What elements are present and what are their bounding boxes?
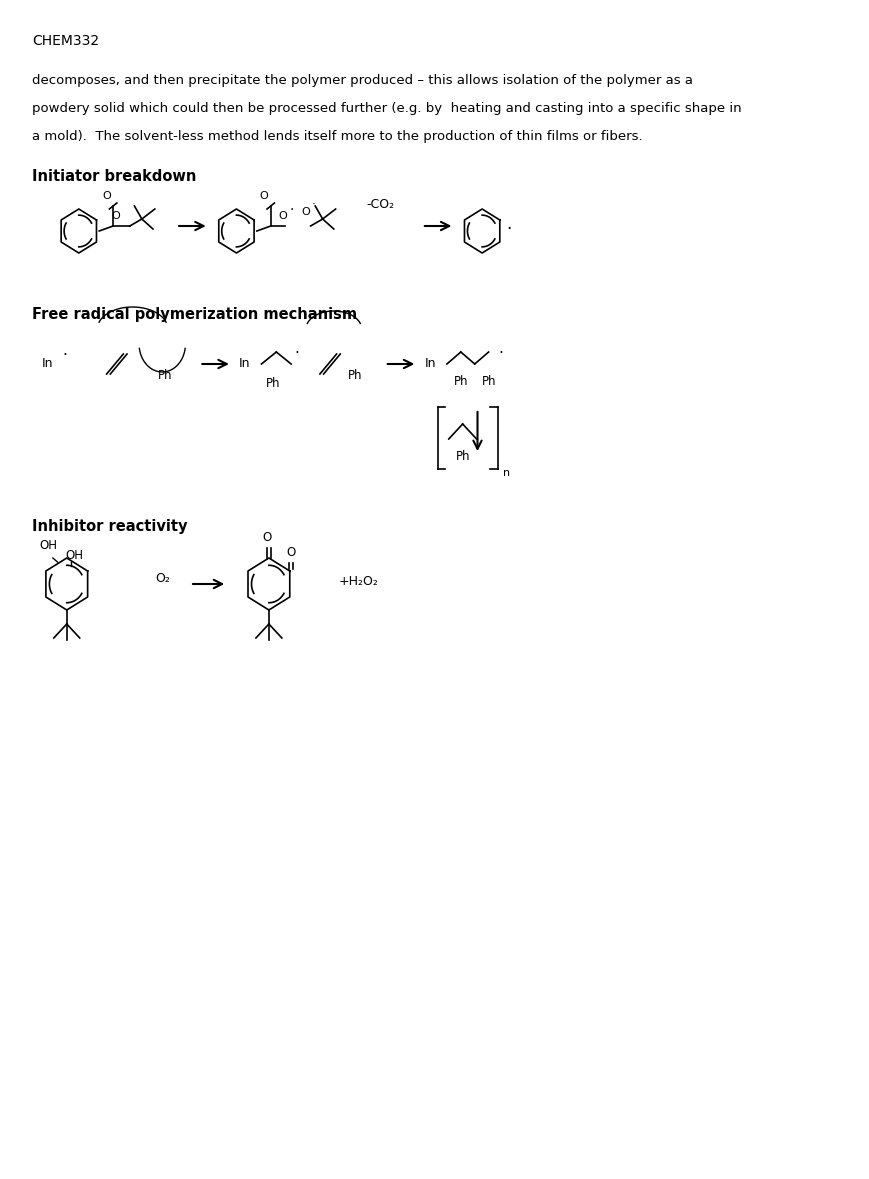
Text: a mold).  The solvent-less method lends itself more to the production of thin fi: a mold). The solvent-less method lends i… [32,130,643,143]
Text: Inhibitor reactivity: Inhibitor reactivity [32,519,188,534]
Text: Ph: Ph [454,375,468,389]
Text: O: O [103,191,111,200]
Text: OH: OH [65,549,83,562]
Text: Ph: Ph [157,369,172,382]
Text: ·: · [290,203,295,217]
Text: O: O [260,191,269,200]
Text: O: O [287,546,295,559]
Text: OH: OH [39,539,57,552]
Text: ·: · [63,349,67,363]
Text: Free radical polymerization mechanism: Free radical polymerization mechanism [32,307,357,322]
Text: ·: · [311,198,315,211]
Text: Ph: Ph [481,375,496,389]
Text: O: O [262,531,272,544]
Text: ·: · [507,220,512,238]
Text: n: n [502,468,509,477]
Text: Ph: Ph [266,377,281,390]
Text: Initiator breakdown: Initiator breakdown [32,169,196,184]
Text: decomposes, and then precipitate the polymer produced – this allows isolation of: decomposes, and then precipitate the pol… [32,74,693,87]
Text: In: In [42,357,53,370]
Text: -CO₂: -CO₂ [366,198,395,211]
Text: O: O [278,211,287,220]
Text: ·: · [498,347,503,362]
Text: Ph: Ph [455,450,470,463]
Text: +H₂O₂: +H₂O₂ [338,575,378,588]
Text: Ph: Ph [348,369,362,382]
Text: O: O [302,208,310,217]
Text: CHEM332: CHEM332 [32,34,100,48]
Text: powdery solid which could then be processed further (e.g. by  heating and castin: powdery solid which could then be proces… [32,103,742,116]
Text: O₂: O₂ [155,573,169,586]
Text: In: In [425,357,436,370]
Text: In: In [239,357,251,370]
Text: ·: · [295,347,299,362]
Text: O: O [111,211,120,220]
